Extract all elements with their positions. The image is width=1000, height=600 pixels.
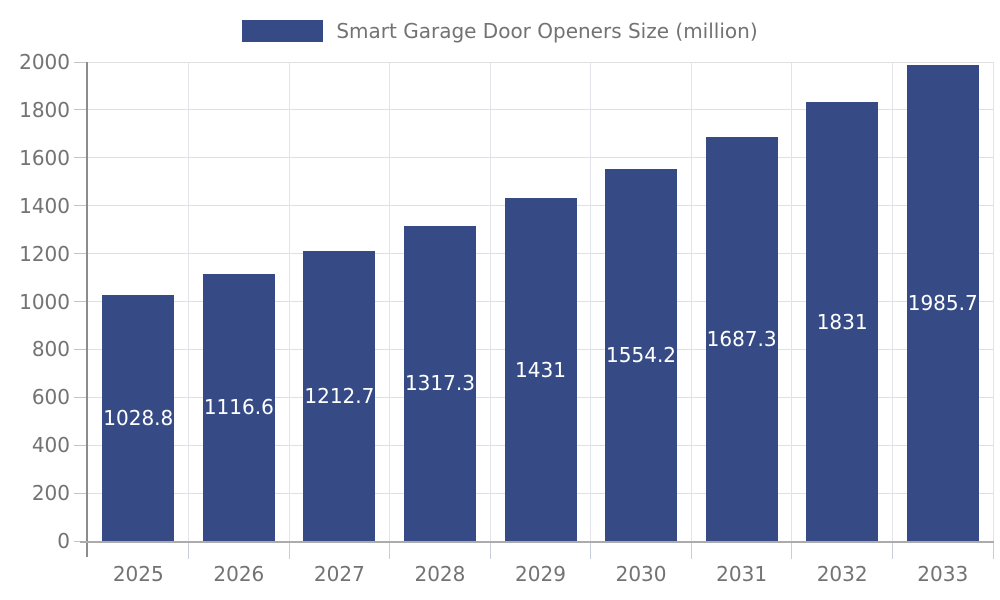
x-tick-mark xyxy=(188,543,190,559)
gridline-vertical xyxy=(188,62,190,541)
bar-value-label: 1212.7 xyxy=(304,383,375,408)
y-tick-mark xyxy=(74,492,86,494)
bar-2025[interactable] xyxy=(102,294,175,541)
plot-area: 0 200 400 600 800 1000 1200 1400 1600 1800 2000 102… xyxy=(19,50,994,586)
bar-value-label: 1687.3 xyxy=(706,326,777,351)
x-axis-tick-label: 2032 xyxy=(816,562,868,586)
gridline-vertical xyxy=(891,62,893,541)
y-tick-mark xyxy=(74,396,86,398)
gridline-vertical xyxy=(590,62,592,541)
y-axis-tick-label: 2000 xyxy=(19,50,70,74)
bar-2030[interactable] xyxy=(605,168,678,541)
gridline-horizontal xyxy=(88,109,993,111)
y-tick-mark xyxy=(74,253,86,255)
bar-value-label: 1554.2 xyxy=(606,342,677,367)
bar-2028[interactable] xyxy=(403,225,476,541)
y-axis-tick-label: 600 xyxy=(31,385,70,410)
bar-2033[interactable] xyxy=(906,65,979,541)
y-tick-mark xyxy=(74,444,86,446)
y-axis-tick-label: 400 xyxy=(31,433,70,458)
x-axis-tick-label: 2031 xyxy=(716,562,768,586)
y-tick-mark xyxy=(74,348,86,350)
bar-value-label: 1985.7 xyxy=(907,291,978,316)
bar-value-label: 1116.6 xyxy=(203,395,274,420)
y-tick-mark xyxy=(74,301,86,302)
x-axis-line xyxy=(80,541,994,543)
gridline-horizontal xyxy=(88,157,993,159)
gridline-vertical xyxy=(791,62,793,541)
y-axis-tick-label: 1800 xyxy=(19,97,70,122)
x-axis-tick-label: 2025 xyxy=(112,562,164,586)
x-axis-tick-label: 2027 xyxy=(313,562,365,586)
y-axis-tick-label: 0 xyxy=(57,529,70,553)
x-tick-mark xyxy=(992,543,994,559)
y-tick-mark xyxy=(74,205,86,207)
y-axis-line xyxy=(86,62,88,557)
bar-2032[interactable] xyxy=(806,102,879,541)
y-axis-tick-label: 1000 xyxy=(19,289,70,314)
gridline-vertical xyxy=(389,62,391,541)
bar-2031[interactable] xyxy=(705,136,778,541)
x-tick-mark xyxy=(389,543,391,559)
x-axis-tick-label: 2026 xyxy=(213,562,265,586)
legend-swatch-icon xyxy=(242,20,324,42)
x-axis-tick-label: 2030 xyxy=(615,562,667,586)
gridline-vertical xyxy=(288,62,290,541)
gridline-vertical xyxy=(992,62,994,541)
bar-value-label: 1831 xyxy=(816,309,868,334)
x-tick-mark xyxy=(690,543,692,559)
y-tick-mark xyxy=(74,61,86,63)
bar-value-label: 1028.8 xyxy=(103,405,174,430)
y-axis-tick-label: 1200 xyxy=(19,241,70,266)
gridline-vertical xyxy=(489,62,491,541)
x-axis-tick-label: 2028 xyxy=(414,562,466,586)
bar-2029[interactable] xyxy=(504,198,577,541)
gridline-vertical xyxy=(690,62,692,541)
y-axis-tick-label: 800 xyxy=(31,337,70,362)
bar-2026[interactable] xyxy=(202,273,275,541)
x-tick-mark xyxy=(489,543,491,559)
x-tick-mark xyxy=(590,543,592,559)
bar-value-label: 1431 xyxy=(515,357,566,382)
y-tick-mark xyxy=(74,157,86,159)
y-tick-mark xyxy=(74,109,86,111)
legend-label: Smart Garage Door Openers Size (million) xyxy=(336,19,758,43)
bar-2027[interactable] xyxy=(303,250,376,541)
x-tick-mark xyxy=(288,543,290,559)
y-axis-tick-label: 1400 xyxy=(19,193,70,218)
legend[interactable]: Smart Garage Door Openers Size (million) xyxy=(0,20,1000,42)
gridline-horizontal xyxy=(88,61,993,63)
y-axis-tick-label: 1600 xyxy=(19,145,70,170)
x-tick-mark xyxy=(791,543,793,559)
x-tick-mark xyxy=(891,543,893,559)
bar-value-label: 1317.3 xyxy=(404,371,475,396)
x-axis-tick-label: 2033 xyxy=(917,562,969,586)
y-axis-tick-label: 200 xyxy=(31,481,70,506)
x-axis-tick-label: 2029 xyxy=(515,562,566,586)
